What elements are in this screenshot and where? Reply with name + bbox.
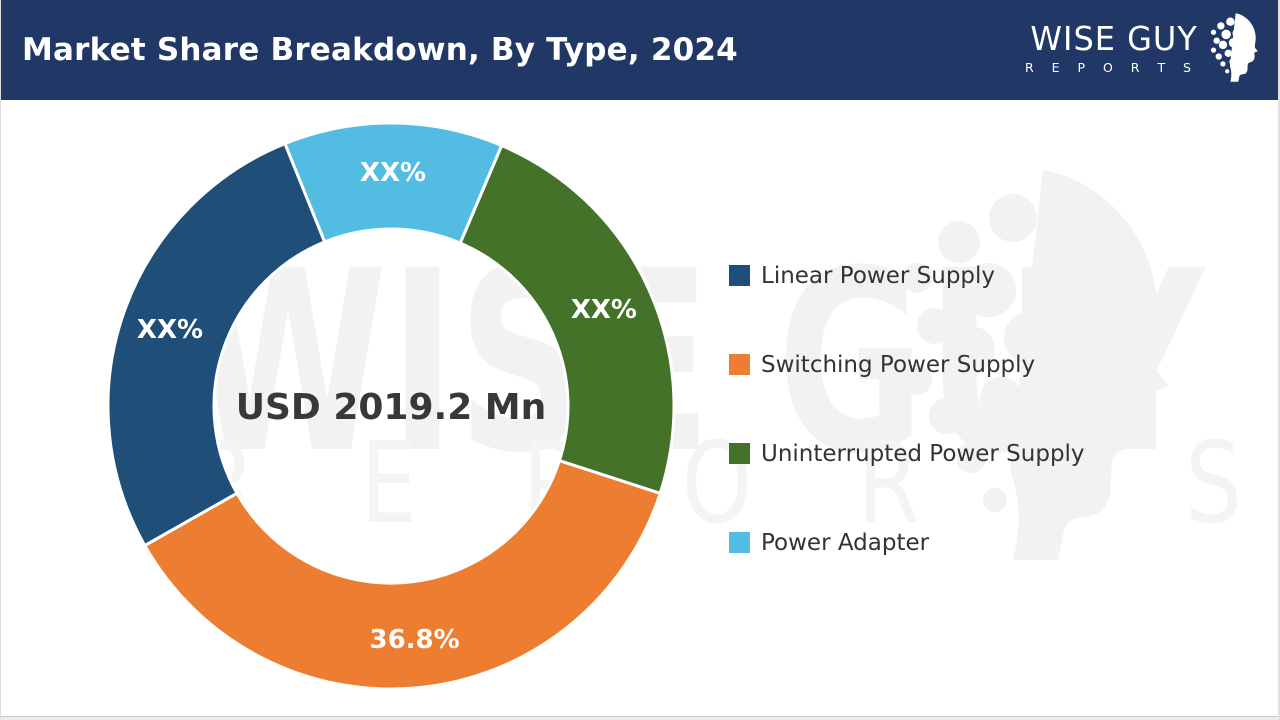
donut-slice <box>106 142 327 548</box>
legend-swatch <box>729 443 750 464</box>
header-bar: Market Share Breakdown, By Type, 2024 WI… <box>1 0 1278 100</box>
legend-item-switching: Switching Power Supply <box>729 351 1085 378</box>
legend-label: Switching Power Supply <box>761 351 1036 378</box>
legend-swatch <box>729 265 750 286</box>
legend-item-uninterrupted: Uninterrupted Power Supply <box>729 440 1085 467</box>
wise-guy-logo: WISE GUY R E P O R T S <box>1025 10 1262 84</box>
chart-legend: Linear Power Supply Switching Power Supp… <box>729 262 1085 556</box>
slice-label: 36.8% <box>369 625 459 655</box>
legend-item-linear: Linear Power Supply <box>729 262 1085 289</box>
donut-slice <box>283 121 504 245</box>
donut-chart: XX% 36.8% XX% XX% USD 2019.2 Mn <box>106 121 676 691</box>
legend-swatch <box>729 532 750 553</box>
page-title: Market Share Breakdown, By Type, 2024 <box>22 32 738 68</box>
donut-slice <box>458 144 676 495</box>
logo-subtext: R E P O R T S <box>1024 60 1198 75</box>
legend-swatch <box>729 354 750 375</box>
logo-text: WISE GUY R E P O R T S <box>1025 19 1198 75</box>
logo-wordmark: WISE GUY <box>1030 19 1198 58</box>
slice-label: XX% <box>137 315 203 345</box>
logo-head-icon <box>1210 13 1258 82</box>
slice-label: XX% <box>571 295 637 325</box>
slice-label: XX% <box>360 158 426 188</box>
donut-center-value: USD 2019.2 Mn <box>236 387 546 428</box>
legend-label: Power Adapter <box>761 529 930 556</box>
legend-label: Linear Power Supply <box>761 262 996 289</box>
legend-label: Uninterrupted Power Supply <box>761 440 1085 467</box>
bottom-border <box>1 716 1278 720</box>
legend-item-adapter: Power Adapter <box>729 529 1085 556</box>
donut-slice <box>143 459 662 691</box>
